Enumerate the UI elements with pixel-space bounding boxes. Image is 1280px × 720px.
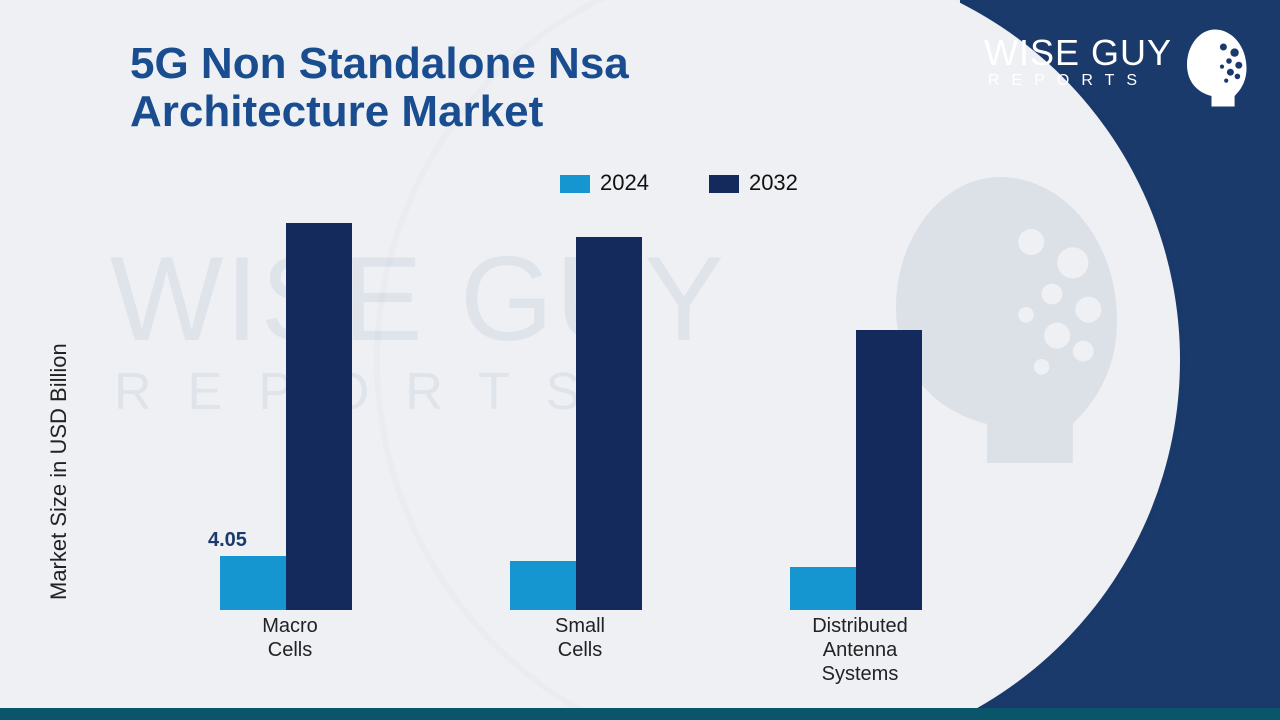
x-axis-label: DistributedAntennaSystems — [770, 614, 950, 686]
x-axis-label: SmallCells — [490, 614, 670, 662]
x-axis-label: MacroCells — [200, 614, 380, 662]
bar-2032 — [286, 223, 352, 610]
chart-title: 5G Non Standalone Nsa Architecture Marke… — [130, 40, 629, 137]
legend-label-2032: 2032 — [749, 170, 798, 195]
legend-item-2032: 2032 — [709, 170, 798, 196]
bar-2024 — [510, 561, 576, 610]
title-line1: 5G Non Standalone Nsa — [130, 39, 629, 88]
logo-head-icon — [1180, 26, 1250, 110]
page-root: WISE GUY REPORTS 5G Non Standalone Nsa A… — [0, 0, 1280, 720]
legend-item-2024: 2024 — [560, 170, 649, 196]
brand-logo: WISE GUY REPORTS — [984, 32, 1256, 90]
bar-chart: 4.05MacroCellsSmallCellsDistributedAnten… — [120, 210, 940, 610]
title-line2: Architecture Market — [130, 87, 543, 136]
bar-2024 — [790, 567, 856, 610]
bottom-bar — [0, 708, 1280, 720]
legend-swatch-2024 — [560, 175, 590, 193]
legend: 2024 2032 — [560, 170, 798, 196]
bar-2024 — [220, 556, 286, 610]
legend-swatch-2032 — [709, 175, 739, 193]
bar-2032 — [856, 330, 922, 610]
bar-2032 — [576, 237, 642, 610]
legend-label-2024: 2024 — [600, 170, 649, 195]
y-axis-label: Market Size in USD Billion — [46, 343, 72, 600]
bar-value-label: 4.05 — [208, 529, 247, 552]
